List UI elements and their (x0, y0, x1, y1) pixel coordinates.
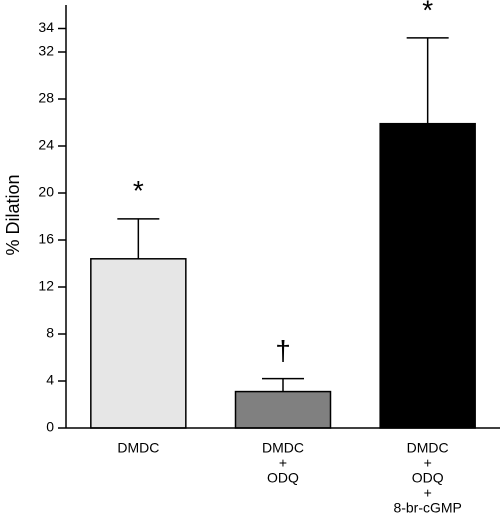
x-tick-label: DMDC (117, 440, 159, 456)
significance-marker: * (422, 0, 433, 25)
y-tick-label: 0 (46, 419, 54, 435)
x-tick-label: DMDC (407, 440, 449, 456)
x-tick-label: 8-br-cGMP (393, 500, 461, 516)
y-tick-label: 8 (46, 325, 54, 341)
significance-marker: † (275, 335, 291, 366)
y-tick-label: 16 (38, 231, 54, 247)
x-tick-label: ODQ (267, 470, 299, 486)
y-tick-label: 28 (38, 90, 54, 106)
y-tick-label: 20 (38, 184, 54, 200)
x-tick-label: + (424, 485, 432, 501)
x-tick-label: ODQ (412, 470, 444, 486)
x-tick-label: + (279, 455, 287, 471)
y-tick-label: 4 (46, 372, 54, 388)
bar (234, 390, 332, 429)
x-tick-label: DMDC (262, 440, 304, 456)
bar (90, 258, 187, 429)
y-tick-label: 24 (38, 137, 54, 153)
x-tick-label: + (424, 455, 432, 471)
y-axis-label: % Dilation (3, 174, 23, 255)
bar (379, 122, 476, 429)
y-tick-label: 34 (38, 19, 54, 35)
y-tick-label: 32 (38, 43, 54, 59)
significance-marker: * (133, 175, 144, 206)
y-tick-label: 12 (38, 278, 54, 294)
